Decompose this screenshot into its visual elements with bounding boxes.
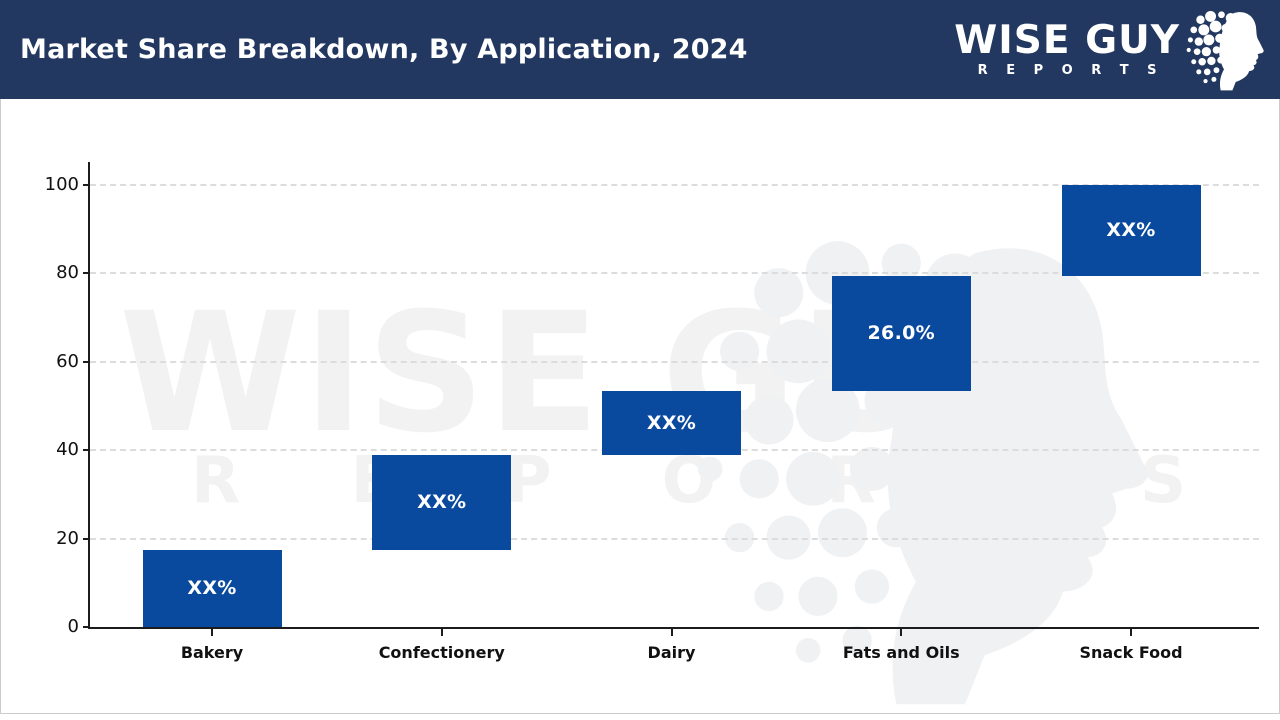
y-tick	[83, 272, 90, 275]
waterfall-bar: XX%	[602, 390, 741, 455]
waterfall-bar: XX%	[372, 454, 512, 550]
header: Market Share Breakdown, By Application, …	[0, 0, 1280, 99]
y-tick-label: 40	[56, 439, 79, 461]
brand-head-icon	[1182, 8, 1266, 92]
brand-subtitle: R E P O R T S	[977, 63, 1164, 79]
brand-name: WISE GUY	[954, 17, 1180, 63]
bar-value-label: XX%	[187, 577, 237, 600]
waterfall-bar: 26.0%	[831, 275, 971, 391]
x-axis-label: Bakery	[180, 643, 244, 662]
waterfall-bar: XX%	[1061, 185, 1201, 276]
bar-value-label: XX%	[1106, 219, 1156, 242]
chart-area: WISE GUY R E P O R T S 0 20 40 60 80 100 XX% Ba…	[0, 99, 1280, 714]
y-axis-spine	[88, 162, 90, 629]
y-gridline	[90, 184, 1259, 186]
y-tick	[83, 537, 90, 540]
y-tick-label: 100	[44, 174, 79, 195]
y-gridline	[90, 360, 1259, 363]
x-tick	[211, 629, 213, 636]
x-axis-label: Dairy	[647, 643, 696, 662]
x-axis-label: Confectionery	[378, 643, 505, 662]
y-tick-label: 60	[56, 350, 79, 372]
y-tick	[83, 184, 90, 186]
y-tick	[83, 360, 90, 363]
bar-value-label: XX%	[417, 491, 467, 514]
x-tick	[440, 629, 443, 636]
bar-value-label: 26.0%	[867, 322, 935, 345]
bar-value-label: XX%	[646, 411, 697, 434]
page-title: Market Share Breakdown, By Application, …	[20, 34, 748, 65]
y-tick-label: 80	[56, 262, 79, 284]
x-axis-label: Snack Food	[1079, 643, 1183, 662]
x-axis-spine	[88, 627, 1259, 629]
y-tick	[83, 626, 90, 628]
y-gridline	[90, 272, 1259, 275]
y-tick-label: 20	[56, 527, 79, 549]
y-tick	[83, 449, 90, 452]
x-tick	[1130, 629, 1132, 636]
brand-logo: WISE GUY R E P O R T S	[954, 8, 1266, 92]
waterfall-chart: 0 20 40 60 80 100 XX% Bakery XX% Confectionery XX%…	[1, 99, 1279, 713]
x-tick	[670, 629, 673, 636]
y-tick-label: 0	[67, 616, 79, 637]
waterfall-bar: XX%	[142, 549, 282, 627]
y-gridline	[90, 537, 1259, 540]
brand-logo-text: WISE GUY R E P O R T S	[954, 17, 1180, 79]
x-tick	[900, 629, 903, 636]
x-axis-label: Fats and Oils	[842, 643, 960, 662]
